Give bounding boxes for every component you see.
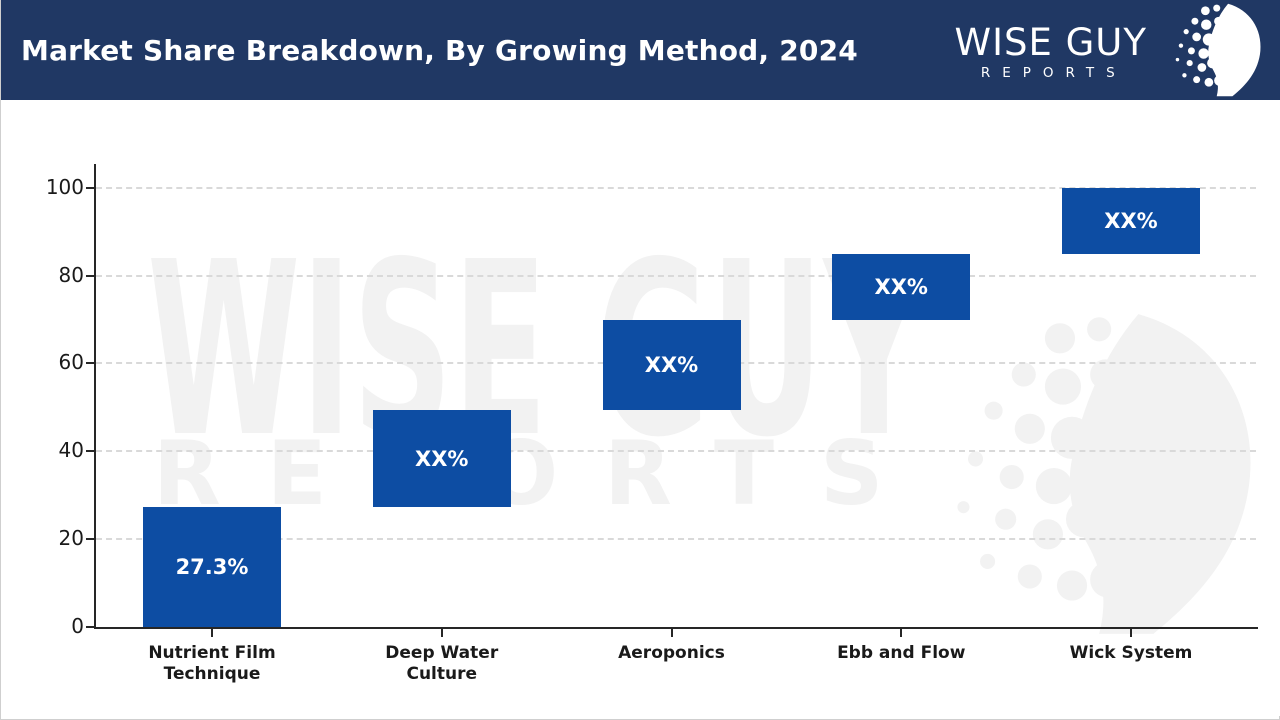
header: Market Share Breakdown, By Growing Metho… bbox=[1, 0, 1280, 100]
bar-aeroponics[interactable]: XX% bbox=[602, 320, 741, 411]
gridline-y-80 bbox=[96, 274, 1256, 277]
y-tick-label: 20 bbox=[58, 526, 84, 551]
x-tick-mark bbox=[900, 629, 903, 637]
watermark-wordmark: WISE GUY bbox=[147, 210, 925, 490]
category-label-5: Wick System bbox=[1069, 643, 1193, 663]
y-tick-mark bbox=[86, 186, 94, 189]
bar-ebb-and-flow[interactable]: XX% bbox=[832, 253, 971, 321]
y-tick-mark bbox=[86, 274, 94, 277]
category-label-3: Aeroponics bbox=[618, 643, 725, 663]
category-label-1: Nutrient Film Technique bbox=[148, 643, 276, 685]
logo-head-icon bbox=[1175, 3, 1261, 97]
watermark-head-icon bbox=[957, 314, 1251, 634]
y-tick-label: 40 bbox=[58, 438, 84, 463]
y-tick-mark bbox=[86, 450, 94, 453]
y-tick-label: 60 bbox=[58, 350, 84, 375]
bar-value-label: XX% bbox=[1104, 208, 1158, 233]
y-tick-label: 80 bbox=[58, 262, 84, 287]
logo-subtitle: REPORTS bbox=[980, 64, 1127, 81]
bar-value-label: XX% bbox=[874, 274, 928, 299]
logo-title: WISE GUY bbox=[954, 20, 1147, 64]
y-tick-mark bbox=[86, 362, 94, 365]
watermark-subtitle: REPORTS bbox=[153, 422, 930, 525]
gridline-y-40 bbox=[96, 450, 1256, 453]
x-tick-mark bbox=[670, 629, 673, 637]
category-label-4: Ebb and Flow bbox=[837, 643, 966, 663]
y-tick-mark bbox=[86, 538, 94, 541]
bar-deep-water-culture[interactable]: XX% bbox=[372, 410, 511, 508]
bar-nutrient-film-technique[interactable]: 27.3% bbox=[143, 507, 281, 627]
brand-logo: WISE GUY REPORTS bbox=[955, 2, 1267, 98]
y-tick-mark bbox=[86, 626, 94, 628]
x-tick-mark bbox=[211, 629, 213, 637]
bar-wick-system[interactable]: XX% bbox=[1062, 187, 1200, 254]
bar-value-label: 27.3% bbox=[175, 555, 249, 580]
x-tick-mark bbox=[440, 629, 443, 637]
x-axis bbox=[94, 627, 1258, 629]
y-tick-label: 0 bbox=[71, 614, 84, 638]
y-axis bbox=[94, 164, 96, 629]
y-tick-label: 100 bbox=[45, 174, 84, 199]
gridline-y-100 bbox=[96, 186, 1256, 189]
bar-value-label: XX% bbox=[415, 446, 469, 471]
x-tick-mark bbox=[1130, 629, 1132, 637]
chart-title: Market Share Breakdown, By Growing Metho… bbox=[21, 33, 858, 67]
category-label-2: Deep Water Culture bbox=[385, 643, 499, 685]
bar-value-label: XX% bbox=[644, 353, 699, 378]
logo-wordmark: WISE GUY REPORTS bbox=[955, 24, 1147, 81]
chart-area: WISE GUY REPORTS 0 20 40 60 80 100 27.3% Nutrie… bbox=[1, 100, 1280, 716]
gridline-y-20 bbox=[96, 538, 1256, 541]
